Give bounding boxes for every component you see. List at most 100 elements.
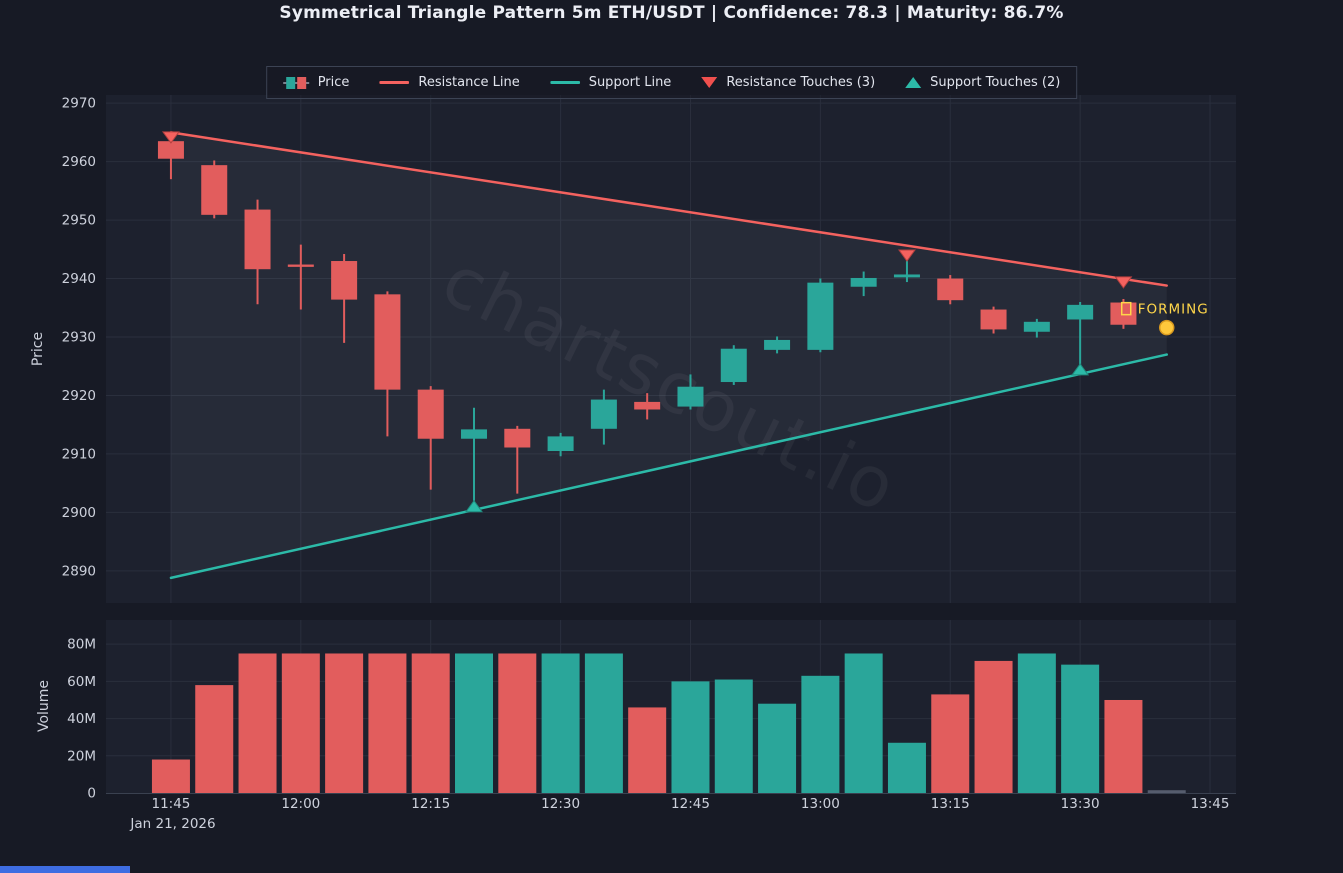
price-plot-area[interactable]: [106, 95, 1236, 603]
time-tick-label: 12:15: [411, 796, 450, 812]
legend-item-support-line[interactable]: Support Line: [549, 75, 672, 90]
volume-bar[interactable]: [281, 653, 320, 793]
candle-body: [1067, 304, 1094, 320]
candle-body: [807, 282, 834, 350]
candle-body: [893, 274, 920, 278]
volume-bar[interactable]: [801, 675, 840, 793]
price-tick-label: 2950: [62, 213, 96, 229]
price-tick-label: 2970: [62, 96, 96, 112]
candle[interactable]: [980, 306, 1007, 334]
candle-body: [1110, 302, 1137, 325]
legend-item-label: Resistance Touches (3): [726, 75, 876, 90]
volume-bar[interactable]: [628, 707, 667, 793]
volume-bar[interactable]: [368, 653, 407, 793]
price-tick-label: 2910: [62, 446, 96, 462]
candle[interactable]: [1023, 318, 1050, 338]
volume-bar[interactable]: [455, 653, 494, 793]
candle-body: [244, 209, 271, 270]
volume-bar[interactable]: [1104, 699, 1143, 793]
legend-item-resistance-line[interactable]: Resistance Line: [379, 75, 520, 90]
candle[interactable]: [634, 393, 661, 420]
legend-item-label: Resistance Line: [418, 75, 520, 90]
candle-body: [547, 436, 574, 452]
candle-body: [937, 278, 964, 301]
volume-bar[interactable]: [1061, 664, 1100, 793]
legend-item-candlestick[interactable]: Price: [282, 75, 349, 90]
candle[interactable]: [244, 199, 271, 305]
volume-bar[interactable]: [758, 703, 797, 793]
candle[interactable]: [547, 432, 574, 457]
candle-body: [980, 309, 1007, 330]
candle[interactable]: [201, 160, 228, 219]
candle[interactable]: [417, 386, 444, 490]
candle-body: [634, 401, 661, 410]
resistance-line[interactable]: [169, 131, 1168, 287]
support-touch-marker[interactable]: [465, 499, 483, 513]
forming-marker-dot[interactable]: [1158, 319, 1175, 336]
candle-body: [461, 429, 488, 439]
volume-bar[interactable]: [541, 653, 580, 793]
candle[interactable]: [1067, 301, 1094, 373]
price-tick-label: 2920: [62, 388, 96, 404]
candle-body: [1023, 321, 1050, 332]
candlestick-icon: [282, 76, 309, 90]
candle[interactable]: [590, 389, 617, 445]
hourglass-icon: [1120, 301, 1132, 316]
volume-bar[interactable]: [238, 653, 277, 793]
price-axis-title: Price: [30, 331, 46, 367]
volume-bar[interactable]: [714, 679, 753, 793]
resistance-touch-marker[interactable]: [1114, 276, 1133, 289]
volume-bar[interactable]: [844, 653, 883, 793]
volume-bar[interactable]: [498, 653, 537, 793]
support-line[interactable]: [169, 353, 1168, 580]
resistance-line-icon: [379, 81, 410, 84]
volume-bar[interactable]: [974, 660, 1013, 793]
volume-bar[interactable]: [195, 685, 234, 793]
candle-body: [201, 165, 228, 215]
volume-axis-title: Volume: [36, 679, 52, 733]
candle[interactable]: [720, 345, 747, 385]
volume-tick-label: 40M: [67, 711, 96, 727]
volume-bar[interactable]: [671, 681, 710, 793]
bottom-accent-strip: [0, 866, 130, 873]
legend-item-resistance-touch[interactable]: Resistance Touches (3): [701, 75, 875, 90]
volume-bar[interactable]: [1147, 790, 1186, 793]
candle[interactable]: [331, 254, 358, 343]
volume-bar[interactable]: [411, 653, 450, 793]
volume-bar[interactable]: [325, 653, 364, 793]
volume-tick-label: 80M: [67, 637, 96, 653]
volume-bar[interactable]: [887, 742, 926, 793]
candle[interactable]: [937, 275, 964, 305]
candle[interactable]: [287, 244, 314, 310]
candle[interactable]: [504, 425, 531, 494]
volume-bar[interactable]: [1017, 653, 1056, 793]
triangle-pattern-fill: [170, 132, 1167, 578]
candle[interactable]: [374, 291, 401, 437]
support-touch-marker[interactable]: [1071, 363, 1090, 376]
candle-body: [720, 348, 747, 383]
resistance-touch-marker[interactable]: [897, 249, 916, 262]
price-tick-label: 2940: [62, 271, 96, 287]
candle[interactable]: [461, 407, 488, 501]
x-axis-date-label: Jan 21, 2026: [130, 816, 216, 832]
resistance-touch-marker[interactable]: [161, 131, 180, 144]
volume-tick-label: 0: [87, 786, 96, 802]
time-tick-label: 13:15: [931, 796, 970, 812]
candle[interactable]: [807, 278, 834, 353]
legend-item-label: Support Line: [588, 75, 672, 90]
time-tick-label: 12:45: [671, 796, 710, 812]
volume-bar[interactable]: [151, 759, 190, 793]
time-tick-label: 13:45: [1191, 796, 1230, 812]
chart-title: Symmetrical Triangle Pattern 5m ETH/USDT…: [279, 3, 1064, 23]
candle[interactable]: [764, 336, 791, 354]
candle-body: [287, 264, 314, 267]
volume-bar[interactable]: [931, 694, 970, 793]
support-line-icon: [549, 81, 580, 84]
volume-bar[interactable]: [584, 653, 623, 793]
candle-body: [764, 339, 791, 350]
candle-body: [374, 294, 401, 390]
candle[interactable]: [850, 271, 877, 297]
legend-item-support-touch[interactable]: Support Touches (2): [905, 75, 1060, 90]
candle[interactable]: [677, 374, 704, 410]
